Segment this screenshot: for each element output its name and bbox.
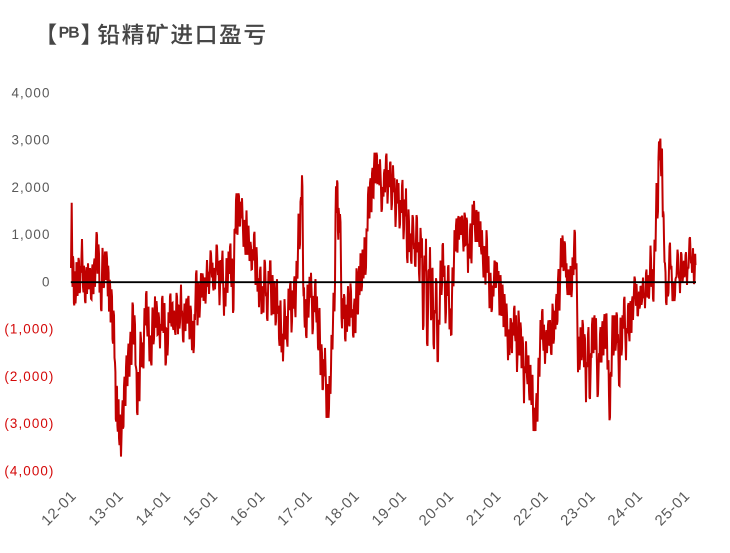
svg-text:(1,000): (1,000) (4, 322, 54, 337)
svg-text:(3,000): (3,000) (4, 416, 54, 431)
svg-text:1,000: 1,000 (11, 227, 50, 242)
svg-text:4,000: 4,000 (11, 85, 50, 100)
svg-text:(2,000): (2,000) (4, 369, 54, 384)
svg-text:0: 0 (42, 274, 51, 289)
svg-text:(4,000): (4,000) (4, 463, 54, 478)
svg-text:3,000: 3,000 (11, 133, 50, 148)
svg-text:2,000: 2,000 (11, 180, 50, 195)
